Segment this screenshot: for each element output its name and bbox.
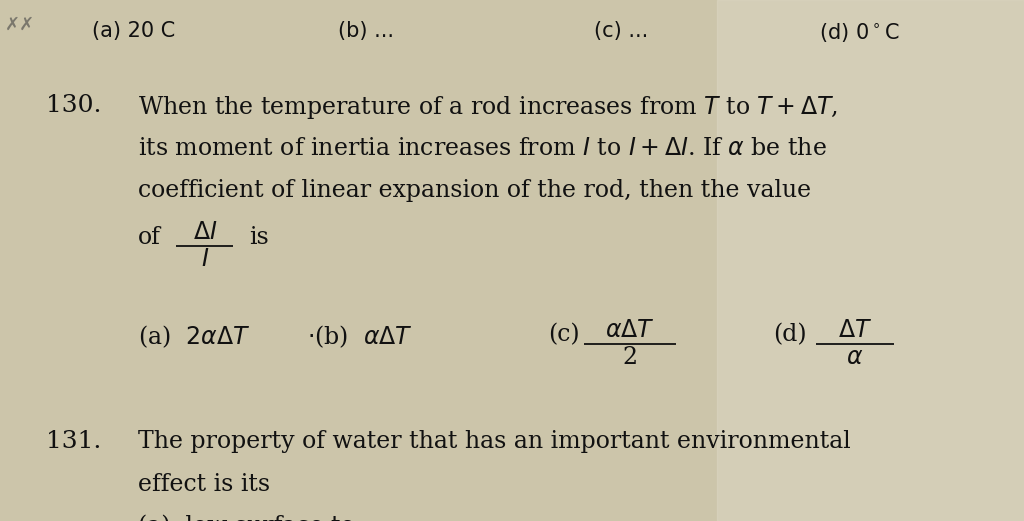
Bar	[717, 0, 1024, 521]
Text: (c): (c)	[548, 323, 580, 346]
Text: The property of water that has an important environmental: The property of water that has an import…	[138, 430, 851, 453]
Text: 130.: 130.	[46, 94, 101, 117]
Text: its moment of inertia increases from $I$ to $I+\Delta I$. If $\alpha$ be the: its moment of inertia increases from $I$…	[138, 137, 827, 159]
Text: effect is its: effect is its	[138, 473, 270, 495]
Text: (b) ...: (b) ...	[338, 21, 394, 41]
Text: When the temperature of a rod increases from $T$ to $T+\Delta T$,: When the temperature of a rod increases …	[138, 94, 839, 121]
Text: 131.: 131.	[46, 430, 101, 453]
Text: 2: 2	[623, 346, 637, 369]
Text: $I$: $I$	[201, 248, 209, 271]
Text: $\Delta I$: $\Delta I$	[193, 221, 217, 244]
Text: (d): (d)	[773, 323, 807, 346]
Text: is: is	[249, 226, 268, 249]
Text: $\cdot$(b)  $\alpha\Delta T$: $\cdot$(b) $\alpha\Delta T$	[307, 323, 413, 350]
Text: (a) 20 C: (a) 20 C	[92, 21, 175, 41]
Text: coefficient of linear expansion of the rod, then the value: coefficient of linear expansion of the r…	[138, 179, 811, 202]
Text: of: of	[138, 226, 161, 249]
Text: $\Delta T$: $\Delta T$	[838, 319, 872, 342]
Text: ✗✗: ✗✗	[5, 16, 36, 34]
Text: $\alpha$: $\alpha$	[847, 346, 863, 369]
Text: (a)  low surface te...: (a) low surface te...	[138, 515, 378, 521]
Text: (a)  $2\alpha\Delta T$: (a) $2\alpha\Delta T$	[138, 323, 251, 350]
Text: (c) ...: (c) ...	[594, 21, 648, 41]
Text: $\alpha\Delta T$: $\alpha\Delta T$	[605, 319, 654, 342]
Text: (d) 0$^\circ$C: (d) 0$^\circ$C	[819, 21, 900, 44]
